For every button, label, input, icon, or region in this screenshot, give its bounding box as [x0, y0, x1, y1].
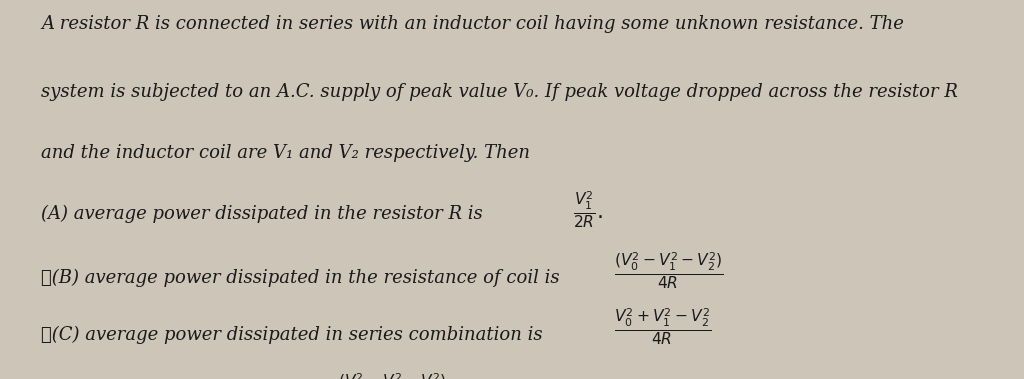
Text: $\frac{V_1^2}{2R}.$: $\frac{V_1^2}{2R}.$	[573, 190, 603, 230]
Text: $\frac{V_0^2 + V_1^2 - V_2^2}{4R}$: $\frac{V_0^2 + V_1^2 - V_2^2}{4R}$	[614, 307, 712, 348]
Text: and the inductor coil are V₁ and V₂ respectively. Then: and the inductor coil are V₁ and V₂ resp…	[41, 144, 530, 162]
Text: $\frac{(V_0^2 - V_1^2 - V_2^2)}{4R}$: $\frac{(V_0^2 - V_1^2 - V_2^2)}{4R}$	[614, 250, 724, 291]
Text: ✓(C) average power dissipated in series combination is: ✓(C) average power dissipated in series …	[41, 326, 543, 344]
Text: (A) average power dissipated in the resistor R is: (A) average power dissipated in the resi…	[41, 205, 482, 223]
Text: $\frac{(V_0^2 - V_1^2 - V_2^2)}{2V_1^2}$R: $\frac{(V_0^2 - V_1^2 - V_2^2)}{2V_1^2}$…	[338, 371, 465, 379]
Text: A resistor R is connected in series with an inductor coil having some unknown re: A resistor R is connected in series with…	[41, 15, 904, 33]
Text: system is subjected to an A.C. supply of peak value V₀. If peak voltage dropped : system is subjected to an A.C. supply of…	[41, 83, 957, 101]
Text: ✓(B) average power dissipated in the resistance of coil is: ✓(B) average power dissipated in the res…	[41, 269, 559, 287]
